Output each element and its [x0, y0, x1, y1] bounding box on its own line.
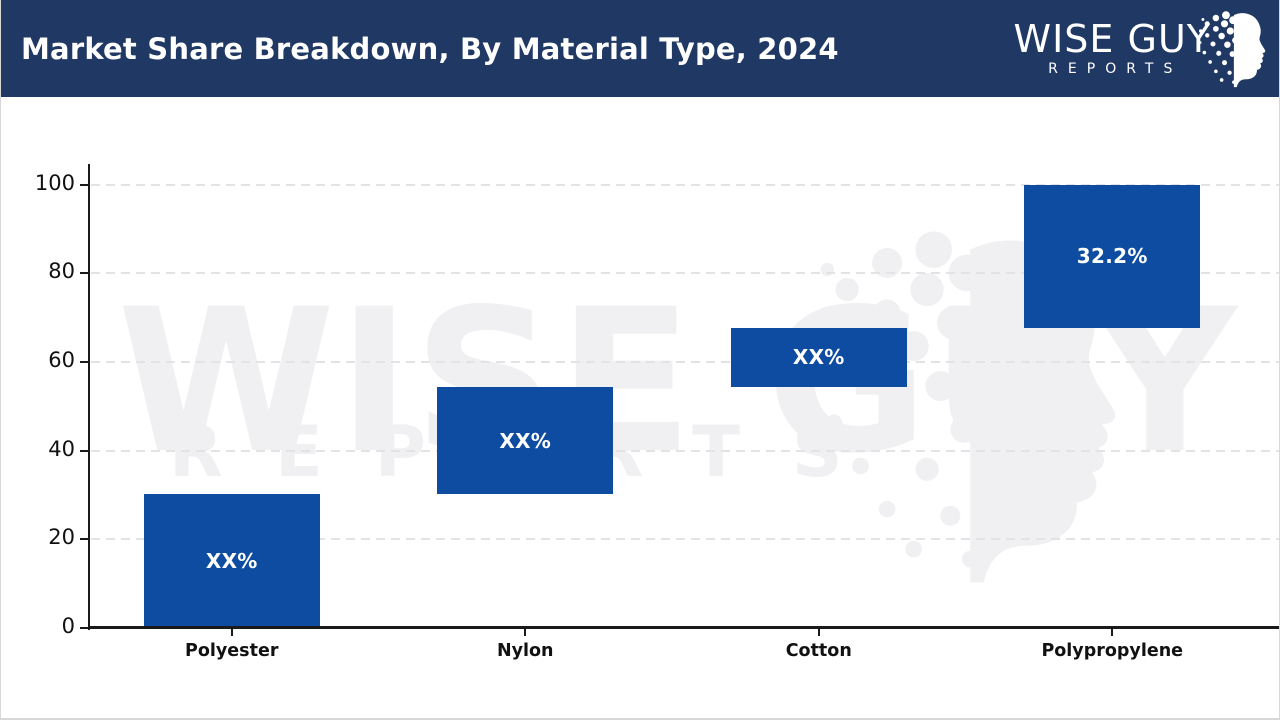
- gridline-40: [91, 449, 1279, 452]
- y-tick-label-0: 0: [61, 614, 75, 638]
- gridline-20: [91, 538, 1279, 541]
- x-axis-label-polypropylene: Polypropylene: [1041, 641, 1184, 661]
- x-tick-cotton: [817, 629, 820, 636]
- waterfall-chart: 0 20 40 60 80 100 XX% Polyester XX% Nylon XX% Cotto…: [1, 97, 1279, 718]
- bar-polypropylene: 32.2%: [1024, 184, 1201, 328]
- y-tick-label-60: 60: [48, 348, 75, 373]
- bar-polyester: XX%: [143, 494, 320, 628]
- y-tick-0: [80, 627, 89, 629]
- logo-wordmark: WISE GUY: [1013, 17, 1211, 61]
- y-tick-label-40: 40: [48, 436, 75, 461]
- page-title: Market Share Breakdown, By Material Type…: [21, 31, 839, 66]
- y-tick-label-80: 80: [48, 259, 75, 284]
- gridline-100: [91, 183, 1279, 186]
- y-tick-20: [80, 538, 89, 541]
- x-tick-polypropylene: [1111, 629, 1114, 636]
- x-axis-label-nylon: Nylon: [496, 641, 554, 661]
- y-tick-100: [80, 183, 89, 186]
- x-axis-label-cotton: Cotton: [785, 641, 852, 661]
- bar-value-label-cotton: XX%: [792, 345, 845, 370]
- header-bar: Market Share Breakdown, By Material Type…: [1, 0, 1279, 97]
- y-tick-label-20: 20: [48, 525, 75, 550]
- y-tick-80: [80, 272, 89, 275]
- x-tick-nylon: [524, 629, 527, 636]
- x-axis-line: [88, 626, 1279, 629]
- logo-text: WISE GUY REPORTS: [1014, 20, 1211, 77]
- y-tick-60: [80, 361, 89, 364]
- y-tick-label-100: 100: [34, 170, 75, 195]
- bar-value-label-nylon: XX%: [499, 428, 552, 453]
- chart-area: WISE GUY REPORTS 020406080100XX%Polyeste…: [1, 97, 1279, 718]
- bar-value-label-polypropylene: 32.2%: [1076, 244, 1148, 269]
- y-tick-40: [80, 449, 89, 452]
- bar-value-label-polyester: XX%: [205, 549, 258, 574]
- wiseguy-logo: WISE GUY REPORTS: [1014, 9, 1267, 89]
- bar-cotton: XX%: [730, 327, 907, 387]
- logo-face-icon: [1196, 10, 1266, 87]
- gridline-60: [91, 361, 1279, 364]
- bar-nylon: XX%: [437, 386, 614, 495]
- gridline-80: [91, 272, 1279, 275]
- y-axis-spine: [88, 164, 90, 630]
- x-axis-label-polyester: Polyester: [185, 641, 279, 661]
- x-tick-polyester: [230, 629, 233, 636]
- logo-subtext: REPORTS: [1048, 61, 1183, 77]
